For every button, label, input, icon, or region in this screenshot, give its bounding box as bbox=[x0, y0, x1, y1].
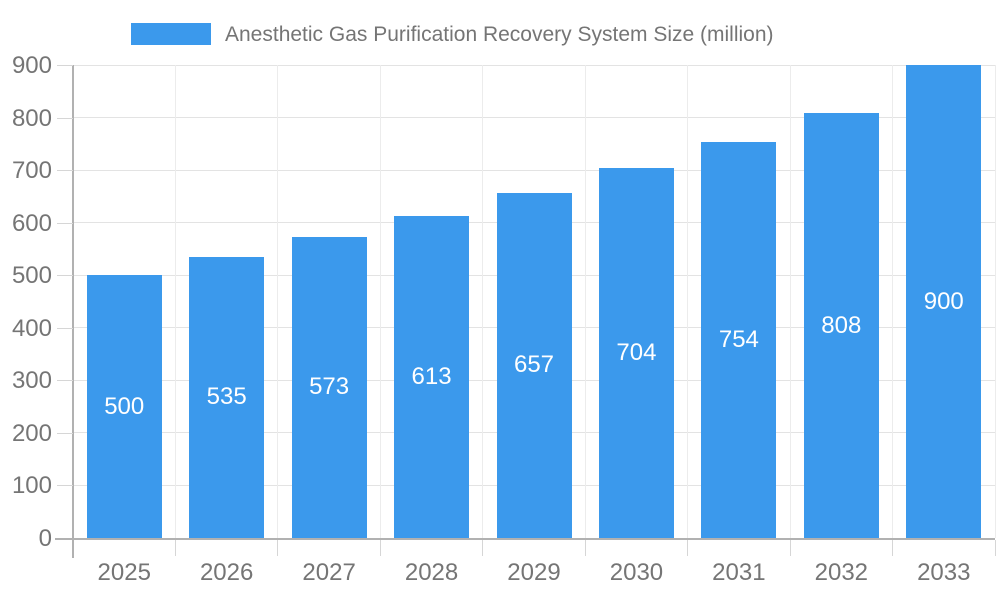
bar-2025[interactable]: 500 bbox=[86, 275, 162, 538]
bar-value-label-2032: 808 bbox=[821, 311, 862, 339]
y-axis-label-700: 700 bbox=[11, 157, 52, 185]
x-axis-label-2026: 2026 bbox=[199, 559, 254, 586]
bar-2028[interactable]: 613 bbox=[394, 215, 470, 538]
y-axis-label-600: 600 bbox=[11, 209, 52, 237]
x-tick-mark-1 bbox=[174, 540, 176, 556]
gridline-h-700 bbox=[73, 169, 995, 171]
x-axis-label-2027: 2027 bbox=[302, 559, 356, 586]
bar-value-label-2029: 657 bbox=[513, 351, 555, 379]
x-tick-mark-7 bbox=[789, 540, 791, 556]
x-tick-mark-9 bbox=[994, 540, 996, 556]
x-tick-mark-6 bbox=[687, 540, 689, 556]
gridline-h-900 bbox=[73, 64, 995, 66]
gridline-v-8 bbox=[892, 65, 894, 538]
plot-area: 500 535 573 613 657 704 754 808 900 bbox=[73, 64, 996, 538]
x-tick-mark-8 bbox=[892, 540, 894, 556]
y-axis-label-200: 200 bbox=[11, 419, 52, 447]
gridline-v-3 bbox=[379, 65, 381, 538]
y-tick-mark-400 bbox=[57, 327, 73, 329]
gridline-v-5 bbox=[584, 65, 586, 538]
x-axis-label-2031: 2031 bbox=[712, 559, 766, 586]
bar-2026[interactable]: 535 bbox=[189, 256, 265, 538]
x-axis-label-2032: 2032 bbox=[814, 559, 869, 586]
y-tick-mark-800 bbox=[57, 117, 73, 119]
bar-2033[interactable]: 900 bbox=[906, 65, 982, 538]
y-axis-label-800: 800 bbox=[11, 104, 52, 132]
y-tick-mark-900 bbox=[57, 65, 73, 66]
y-tick-mark-300 bbox=[57, 380, 73, 382]
legend-swatch[interactable] bbox=[131, 23, 211, 45]
x-tick-mark-2 bbox=[277, 540, 279, 556]
y-axis-label-400: 400 bbox=[11, 314, 52, 342]
x-tick-mark-4 bbox=[482, 540, 484, 556]
bar-2032[interactable]: 808 bbox=[803, 113, 879, 538]
bar-2031[interactable]: 754 bbox=[701, 141, 777, 538]
y-axis-label-0: 0 bbox=[38, 525, 52, 552]
bar-value-label-2031: 754 bbox=[718, 325, 759, 353]
x-tick-mark-3 bbox=[379, 540, 381, 556]
x-tick-mark-5 bbox=[584, 540, 586, 556]
y-tick-mark-500 bbox=[57, 275, 73, 277]
bar-2029[interactable]: 657 bbox=[496, 192, 572, 538]
x-axis-label-2029: 2029 bbox=[507, 559, 561, 586]
gridline-v-4 bbox=[482, 65, 484, 538]
x-axis-label-2033: 2033 bbox=[917, 559, 971, 586]
x-axis-label-2028: 2028 bbox=[404, 559, 459, 586]
x-axis-label-2030: 2030 bbox=[609, 559, 664, 586]
bar-value-label-2030: 704 bbox=[616, 339, 657, 366]
y-axis-label-100: 100 bbox=[11, 472, 52, 500]
y-axis-label-900: 900 bbox=[11, 52, 52, 79]
gridline-v-6 bbox=[687, 65, 689, 538]
bar-value-label-2027: 573 bbox=[309, 373, 350, 401]
legend-label[interactable]: Anesthetic Gas Purification Recovery Sys… bbox=[225, 23, 774, 46]
bar-2030[interactable]: 704 bbox=[598, 168, 674, 538]
y-tick-mark-200 bbox=[57, 432, 73, 434]
y-tick-mark-700 bbox=[57, 170, 73, 172]
y-axis-label-500: 500 bbox=[11, 262, 52, 290]
y-axis-line bbox=[72, 65, 74, 558]
bar-value-label-2026: 535 bbox=[206, 383, 247, 411]
bar-2027[interactable]: 573 bbox=[291, 236, 367, 538]
gridline-h-800 bbox=[73, 117, 995, 119]
bar-value-label-2028: 613 bbox=[411, 362, 452, 390]
x-axis-line bbox=[55, 538, 995, 540]
gridline-v-2 bbox=[277, 65, 279, 538]
y-tick-mark-600 bbox=[57, 222, 73, 224]
x-axis-label-2025: 2025 bbox=[97, 559, 151, 586]
bar-value-label-2033: 900 bbox=[923, 287, 964, 315]
gridline-v-1 bbox=[174, 65, 176, 538]
y-axis-label-300: 300 bbox=[11, 367, 52, 395]
y-tick-mark-100 bbox=[57, 485, 73, 487]
gridline-v-9 bbox=[994, 65, 996, 538]
bar-value-label-2025: 500 bbox=[104, 392, 145, 420]
gridline-v-7 bbox=[789, 65, 791, 538]
